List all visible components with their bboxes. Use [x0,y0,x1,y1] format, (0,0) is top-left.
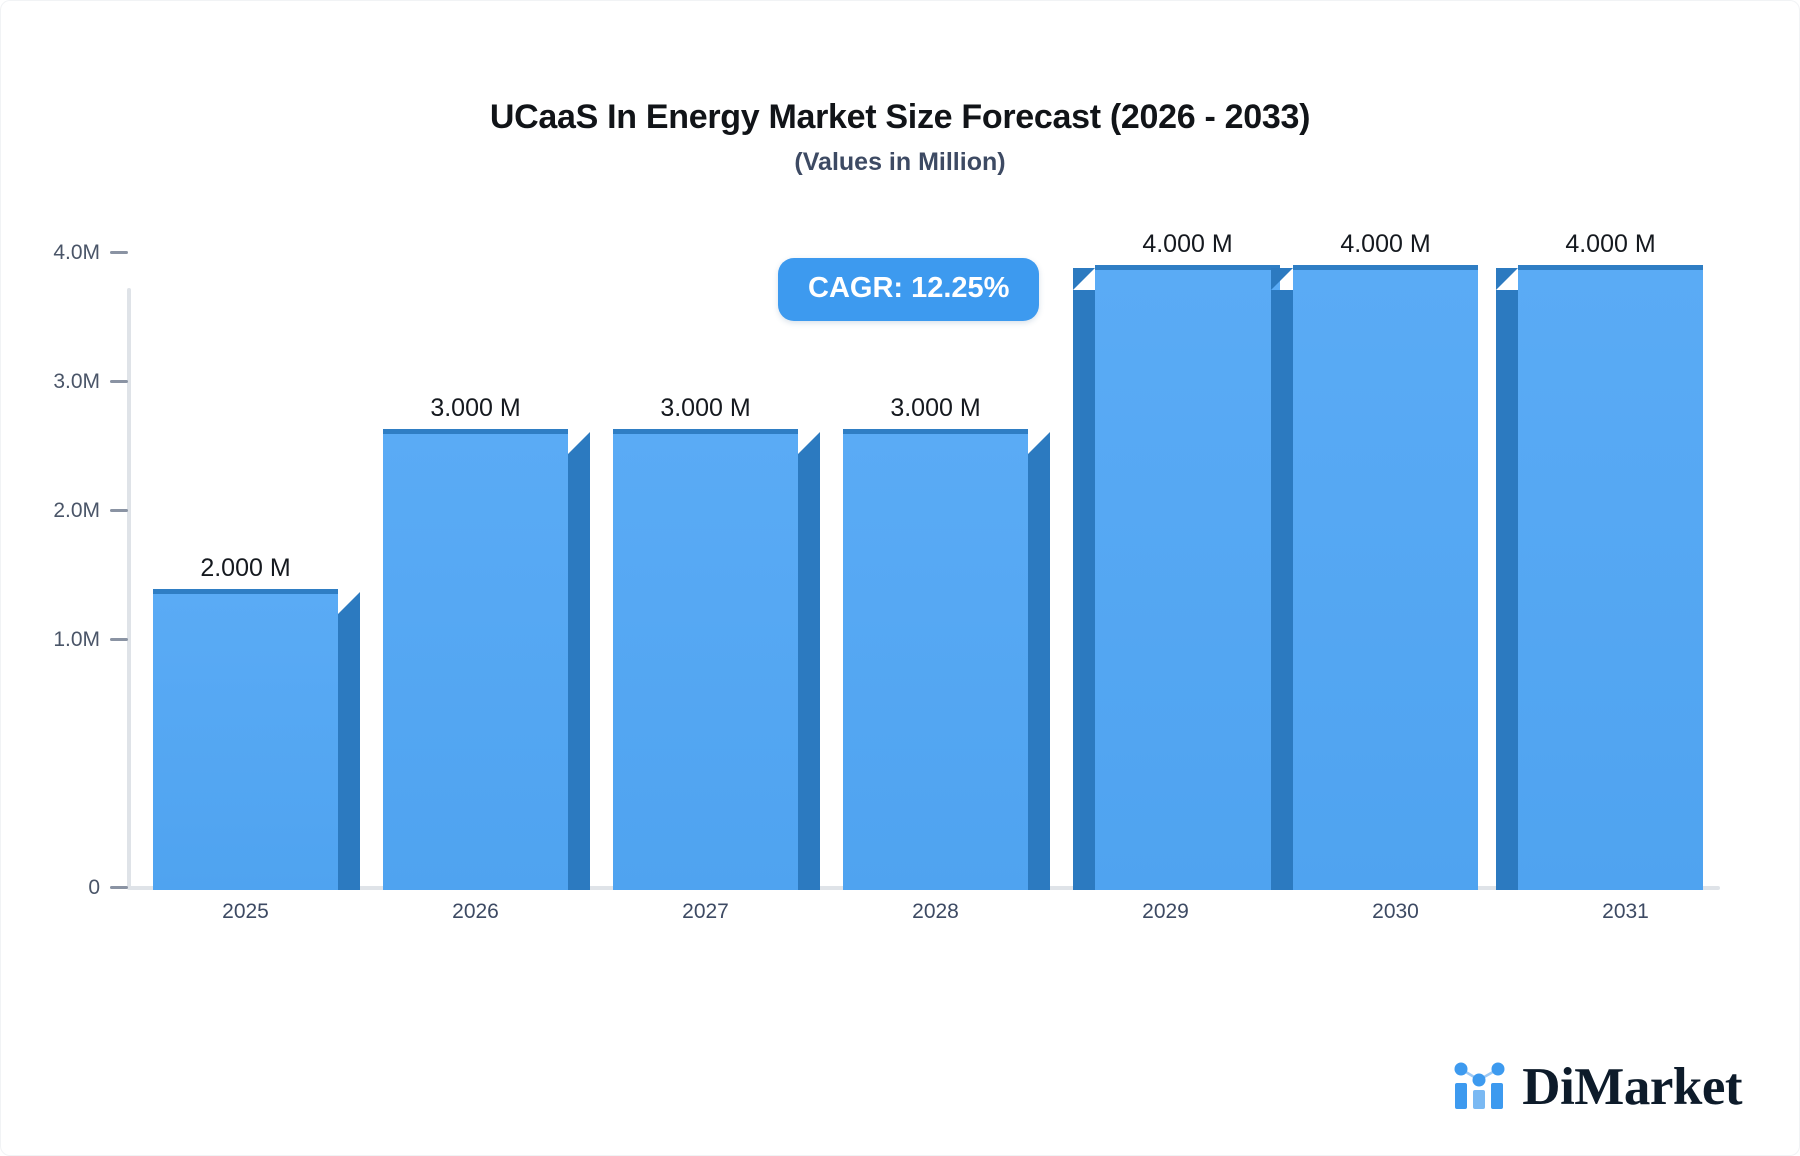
x-tick-label-2031: 2031 [1602,900,1649,923]
x-tick-label-2027: 2027 [682,900,729,923]
y-tick-label-1: 1.0M [53,628,100,651]
brand-logo: DiMarket [1452,1059,1742,1116]
y-tick-dash-3 [110,380,128,383]
bar-2028[interactable] [843,429,1050,890]
bar-chart-dots-icon [1452,1059,1508,1116]
bar-side-2031 [1496,290,1518,890]
x-tick-label-2030: 2030 [1372,900,1419,923]
bar-side-2030 [1271,290,1293,890]
bar-side-2025 [338,614,360,890]
bar-face-2026 [383,434,568,890]
bar-value-2025: 2.000 M [200,554,291,582]
cagr-badge: CAGR: 12.25% [778,258,1040,321]
bar-face-2028 [843,434,1028,890]
bar-value-2026: 3.000 M [430,394,521,422]
bar-bevel-2028 [1028,432,1050,454]
y-tick-dash-0 [110,886,128,889]
bar-side-2028 [1028,454,1050,890]
bar-top-2031 [1518,265,1703,270]
bar-2025[interactable] [153,589,360,890]
y-tick-label-2: 2.0M [53,499,100,522]
bar-face-2027 [613,434,798,890]
bar-side-2027 [798,454,820,890]
bar-value-2027: 3.000 M [660,394,751,422]
y-tick-dash-4 [110,251,128,254]
bar-top-2027 [613,429,798,434]
bar-2031[interactable] [1496,265,1703,890]
bar-value-2031: 4.000 M [1565,230,1656,258]
bar-value-2029: 4.000 M [1142,230,1233,258]
y-tick-label-4: 4.0M [53,241,100,264]
bar-top-2025 [153,589,338,594]
chart-title: UCaaS In Energy Market Size Forecast (20… [489,98,1311,136]
bar-top-2030 [1293,265,1478,270]
bar-face-2031 [1518,270,1703,890]
bar-value-2028: 3.000 M [890,394,981,422]
bar-2030[interactable] [1271,265,1478,890]
y-tick-dash-1 [110,638,128,641]
bar-side-2029 [1073,290,1095,890]
chart-subtitle: (Values in Million) [794,148,1006,176]
y-tick-dash-2 [110,509,128,512]
bar-face-2030 [1293,270,1478,890]
bar-bevel-2027 [798,432,820,454]
bar-bevel-2029 [1073,268,1095,290]
x-tick-label-2025: 2025 [222,900,269,923]
bar-top-2028 [843,429,1028,434]
bar-bevel-2031 [1496,268,1518,290]
x-tick-label-2026: 2026 [452,900,499,923]
y-tick-label-3: 3.0M [53,370,100,393]
y-axis-line [127,288,131,888]
bar-top-2029 [1095,265,1280,270]
bar-top-2026 [383,429,568,434]
bar-face-2029 [1095,270,1280,890]
bar-2027[interactable] [613,429,820,890]
bar-value-2030: 4.000 M [1340,230,1431,258]
bar-bevel-2025 [338,592,360,614]
bar-bevel-2026 [568,432,590,454]
bar-2026[interactable] [383,429,590,890]
brand-logo-text: DiMarket [1522,1058,1742,1116]
bar-2029[interactable] [1073,265,1280,890]
bar-face-2025 [153,594,338,890]
bar-side-2026 [568,454,590,890]
x-tick-label-2029: 2029 [1142,900,1189,923]
y-tick-label-0: 0 [88,876,100,899]
x-tick-label-2028: 2028 [912,900,959,923]
